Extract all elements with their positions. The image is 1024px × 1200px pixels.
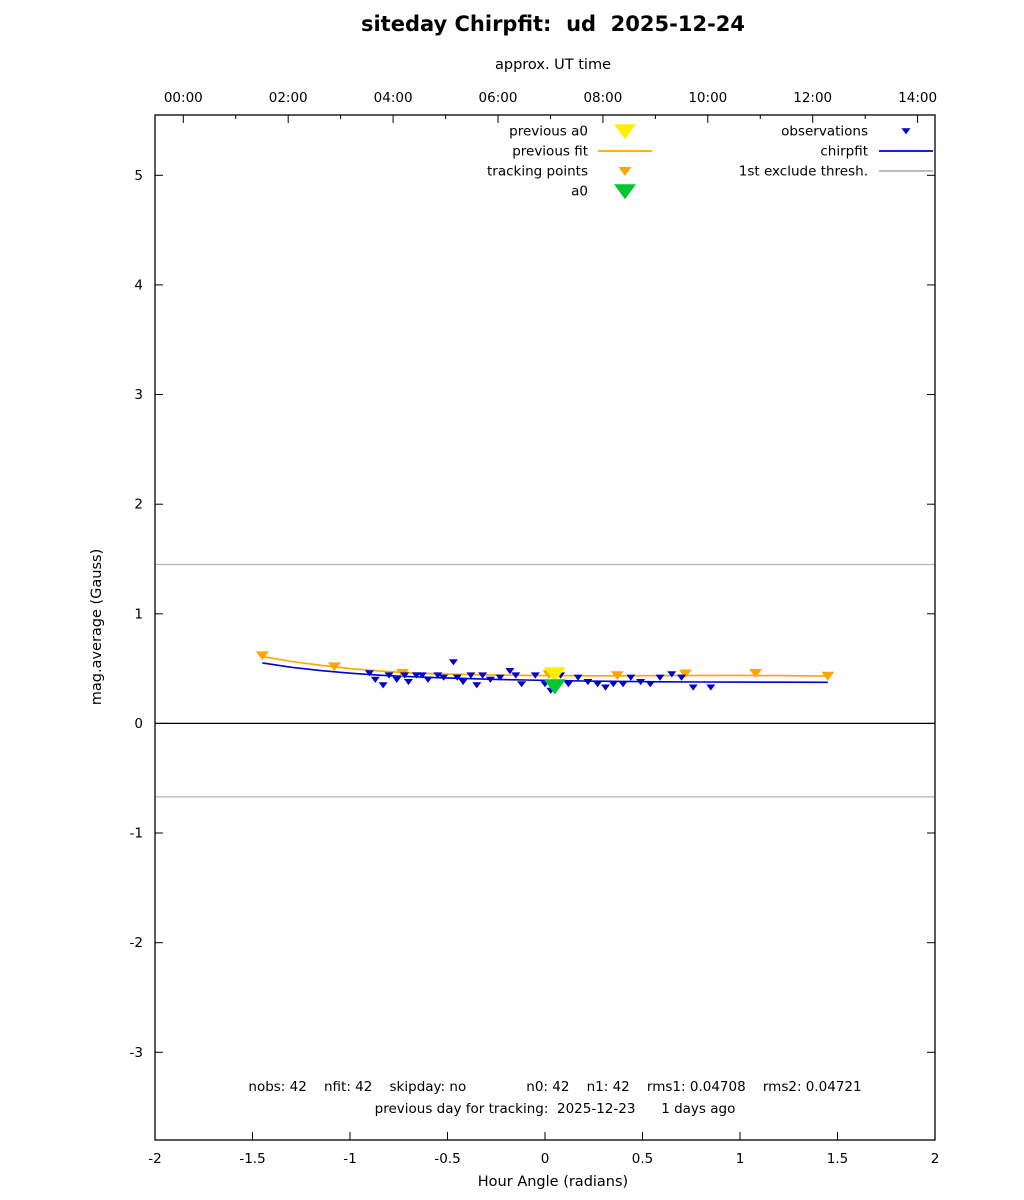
legend-label: tracking points [487, 164, 588, 180]
ut-tick-label: 12:00 [793, 90, 832, 106]
series-previous-fit [262, 655, 828, 677]
top-axis-label: approx. UT time [495, 57, 611, 73]
series-tracking-points [255, 651, 835, 681]
stats-line2: previous day for tracking: 2025-12-23 1 … [375, 1101, 736, 1117]
legend-label: observations [781, 124, 868, 140]
x-tick-label: -1 [343, 1151, 356, 1167]
ut-tick-label: 10:00 [688, 90, 727, 106]
stats-text: nobs: 42 nfit: 42 skipday: no n0: 42 n1:… [248, 1079, 861, 1117]
x-tick-label: -1.5 [239, 1151, 265, 1167]
legend: previous a0 previous fit tracking points a0… [487, 124, 933, 200]
legend-label: 1st exclude thresh. [739, 164, 868, 180]
y-tick-label: -1 [130, 826, 143, 842]
legend-label: a0 [571, 184, 588, 200]
x-tick-label: 0 [541, 1151, 550, 1167]
x-axis-label: Hour Angle (radians) [477, 1174, 629, 1190]
y-tick-label: 0 [134, 716, 143, 732]
axis-ticks: -2 -1.5 -1 -0.5 0 0.5 1 1.5 2 -3 -2 -1 0 1 2 3 4 5 00:00 02… [130, 90, 940, 1167]
ut-tick-label: 02:00 [269, 90, 308, 106]
series-chirpfit [262, 662, 828, 684]
ut-tick-label: 08:00 [583, 90, 622, 106]
x-tick-label: 1 [736, 1151, 745, 1167]
ut-tick-label: 00:00 [164, 90, 203, 106]
x-tick-label: 2 [931, 1151, 940, 1167]
y-tick-label: -2 [130, 935, 143, 951]
chart-title: siteday Chirpfit: ud 2025-12-24 [360, 12, 746, 36]
ut-tick-label: 06:00 [479, 90, 518, 106]
y-tick-label: -3 [130, 1045, 143, 1061]
legend-label: chirpfit [820, 144, 868, 160]
x-tick-label: -0.5 [434, 1151, 460, 1167]
y-tick-label: 1 [134, 606, 143, 622]
plot-border [154, 114, 936, 1141]
series-previous-a0 [543, 667, 566, 683]
legend-label: previous fit [512, 144, 588, 160]
series-a0 [543, 679, 566, 695]
y-tick-label: 5 [134, 168, 143, 184]
reference-lines [155, 563, 935, 798]
legend-label: previous a0 [509, 124, 588, 140]
ut-tick-label: 04:00 [374, 90, 413, 106]
x-tick-label: 0.5 [632, 1151, 653, 1167]
stats-line1: nobs: 42 nfit: 42 skipday: no n0: 42 n1:… [248, 1079, 861, 1095]
series-observations [365, 659, 716, 694]
x-tick-label: -2 [148, 1151, 161, 1167]
ut-tick-label: 14:00 [898, 90, 937, 106]
y-tick-label: 2 [134, 497, 143, 513]
y-tick-label: 4 [134, 277, 143, 293]
y-tick-label: 3 [134, 387, 143, 403]
x-tick-label: 1.5 [827, 1151, 848, 1167]
